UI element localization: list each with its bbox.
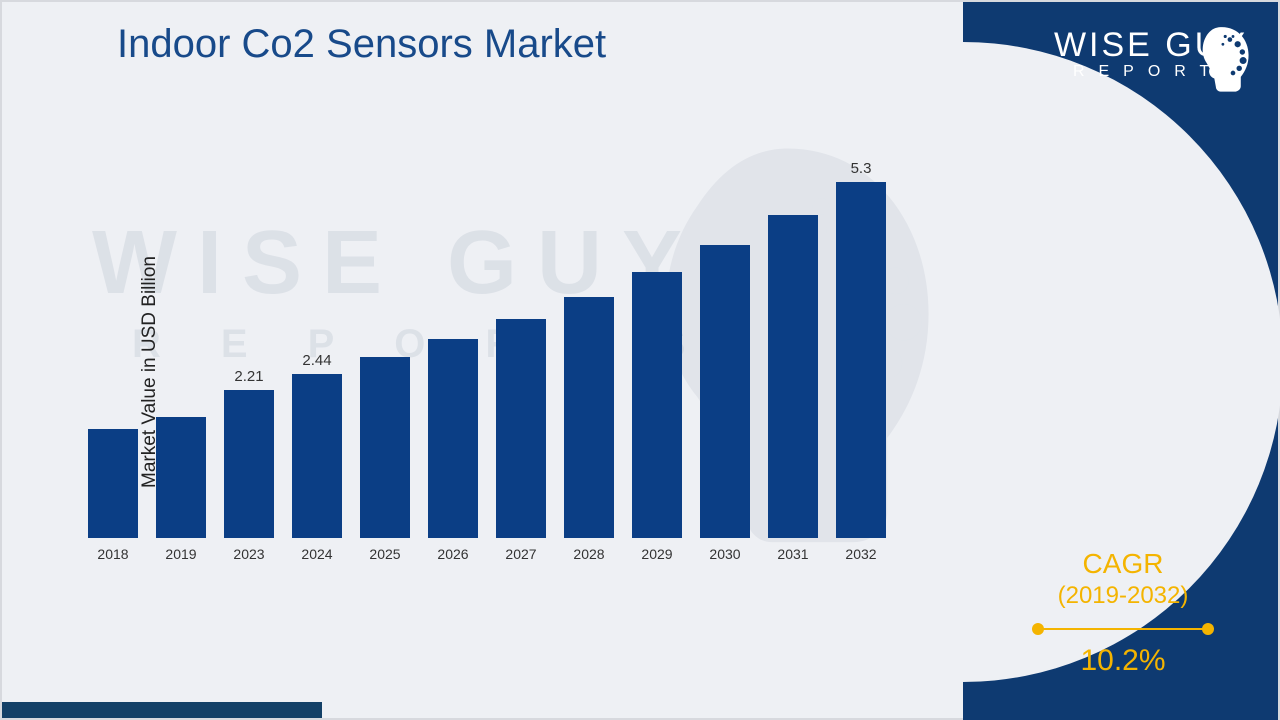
chart-area: Market Value in USD Billion 201820192.21… (62, 162, 892, 582)
x-axis-tick-label: 2018 (97, 546, 128, 562)
brand-logo: WISE GUY REPORTS (1054, 26, 1248, 81)
cagr-block: CAGR (2019-2032) 10.2% (998, 548, 1248, 678)
x-axis-tick-label: 2026 (437, 546, 468, 562)
bar (292, 374, 342, 538)
chart-card: WISE GUY REPORTS Indoor Co2 Sensors Mark… (0, 0, 1280, 720)
cagr-divider (1038, 628, 1208, 630)
bar (700, 245, 750, 538)
bar-column: 5.3 2032 (836, 160, 886, 562)
bar-column: 2025 (360, 335, 410, 562)
bar (428, 339, 478, 538)
bar (496, 319, 546, 538)
x-axis-tick-label: 2028 (573, 546, 604, 562)
bar (360, 357, 410, 538)
bar (156, 417, 206, 538)
x-axis-tick-label: 2029 (641, 546, 672, 562)
bar-column: 2030 (700, 223, 750, 562)
chart-title: Indoor Co2 Sensors Market (117, 22, 606, 67)
bar (768, 215, 818, 538)
bar-value-label: 5.3 (851, 160, 872, 178)
bar-column: 2026 (428, 317, 478, 562)
bar-column: 2031 (768, 193, 818, 562)
cagr-range: (2019-2032) (998, 582, 1248, 610)
x-axis-tick-label: 2019 (165, 546, 196, 562)
bar-series: 2018 2019 2.21 2023 2.44 2024 2025 2026 2027 2028… (82, 162, 892, 562)
brand-head-icon (1198, 24, 1254, 94)
bar (632, 272, 682, 538)
x-axis-tick-label: 2027 (505, 546, 536, 562)
bar (836, 182, 886, 538)
bar (564, 297, 614, 538)
x-axis-tick-label: 2030 (709, 546, 740, 562)
bar (88, 429, 138, 538)
bar-column: 2027 (496, 297, 546, 562)
bar (224, 390, 274, 538)
x-axis-tick-label: 2031 (777, 546, 808, 562)
cagr-value: 10.2% (998, 644, 1248, 678)
x-axis-tick-label: 2023 (233, 546, 264, 562)
bar-column: 2019 (156, 395, 206, 562)
bar-column: 2028 (564, 275, 614, 562)
cagr-label: CAGR (998, 548, 1248, 580)
x-axis-tick-label: 2025 (369, 546, 400, 562)
bar-column: 2029 (632, 250, 682, 562)
bar-column: 2018 (88, 407, 138, 562)
x-axis-tick-label: 2032 (845, 546, 876, 562)
bar-column: 2.44 2024 (292, 352, 342, 562)
x-axis-tick-label: 2024 (301, 546, 332, 562)
bar-value-label: 2.44 (302, 352, 331, 370)
footer-accent-bar (2, 702, 322, 718)
bar-value-label: 2.21 (234, 368, 263, 386)
plot-area: 2018 2019 2.21 2023 2.44 2024 2025 2026 2027 2028… (82, 162, 892, 562)
bar-column: 2.21 2023 (224, 368, 274, 562)
